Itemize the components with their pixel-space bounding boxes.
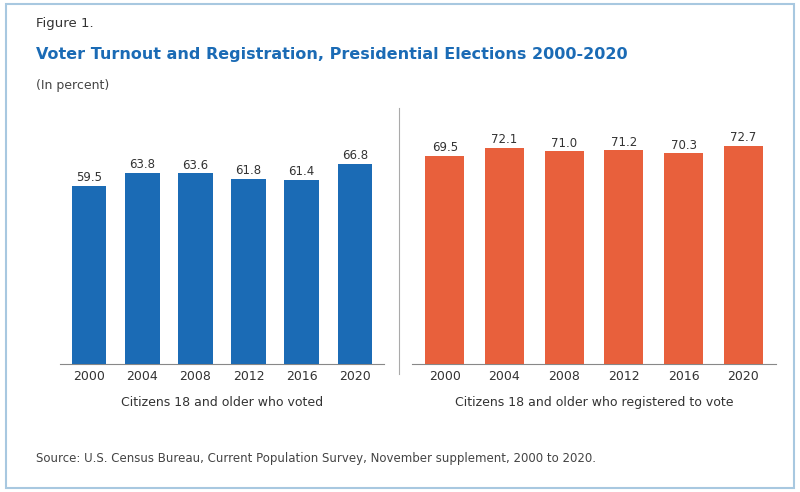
Text: Source: U.S. Census Bureau, Current Population Survey, November supplement, 2000: Source: U.S. Census Bureau, Current Popu… — [36, 452, 596, 465]
Text: 61.4: 61.4 — [289, 165, 314, 179]
Text: 72.7: 72.7 — [730, 131, 756, 145]
Text: 66.8: 66.8 — [342, 149, 368, 162]
Text: 63.6: 63.6 — [182, 159, 209, 172]
Text: Voter Turnout and Registration, Presidential Elections 2000-2020: Voter Turnout and Registration, Presiden… — [36, 47, 628, 62]
Bar — [72, 185, 106, 364]
Bar — [605, 151, 643, 364]
Text: 71.0: 71.0 — [551, 137, 578, 150]
Text: 72.1: 72.1 — [491, 133, 518, 146]
Text: Figure 1.: Figure 1. — [36, 17, 94, 30]
Bar — [285, 180, 319, 364]
Text: 71.2: 71.2 — [610, 136, 637, 149]
Bar — [545, 151, 583, 364]
Text: 70.3: 70.3 — [670, 139, 697, 152]
Text: Citizens 18 and older who voted: Citizens 18 and older who voted — [121, 396, 323, 409]
Bar — [664, 153, 703, 364]
Bar — [724, 146, 762, 364]
Text: Citizens 18 and older who registered to vote: Citizens 18 and older who registered to … — [454, 396, 734, 409]
Bar — [125, 173, 159, 364]
Text: 69.5: 69.5 — [432, 141, 458, 154]
Text: (In percent): (In percent) — [36, 79, 110, 92]
Bar — [338, 164, 372, 364]
Text: 63.8: 63.8 — [130, 158, 155, 171]
Bar — [178, 173, 213, 364]
Bar — [231, 179, 266, 364]
Bar — [426, 155, 464, 364]
Text: 61.8: 61.8 — [235, 164, 262, 177]
Bar — [485, 148, 524, 364]
Text: 59.5: 59.5 — [76, 171, 102, 184]
